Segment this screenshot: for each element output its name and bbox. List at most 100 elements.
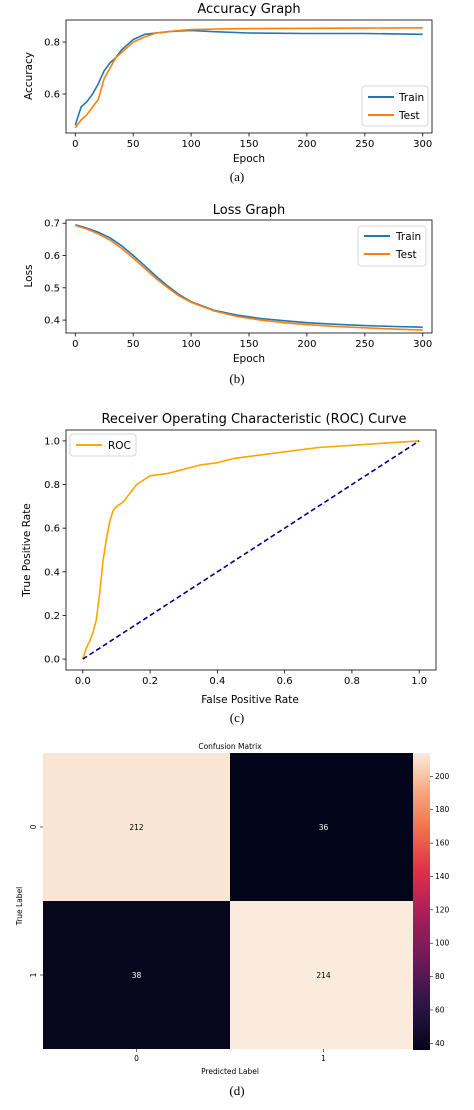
roc-legend-label: ROC	[108, 440, 131, 452]
caption-a: (a)	[230, 169, 244, 184]
cm-cell-value: 36	[319, 823, 329, 832]
accuracy-x-tick-label: 0	[72, 139, 78, 150]
loss-title: Loss Graph	[213, 203, 286, 218]
cm-colorbar-tick-label: 180	[435, 805, 450, 814]
loss-x-tick-label: 100	[182, 339, 201, 350]
loss-y-tick-label: 0.4	[44, 316, 60, 327]
cm-x-tick-label: 1	[321, 1054, 326, 1063]
cm-colorbar-tick-label: 60	[435, 1005, 445, 1014]
roc-title: Receiver Operating Characteristic (ROC) …	[101, 412, 406, 427]
accuracy-y-ticks: 0.6 0.8	[44, 38, 66, 101]
accuracy-legend-train: Train	[398, 92, 424, 104]
loss-x-tick-label: 50	[127, 339, 140, 350]
loss-y-tick-label: 0.7	[44, 219, 60, 230]
accuracy-y-label: Accuracy	[23, 52, 35, 100]
accuracy-legend: Train Test	[361, 85, 429, 127]
roc-x-ticks: 0.0 0.2 0.4 0.6 0.8 1.0	[75, 670, 427, 687]
accuracy-x-tick-label: 300	[413, 139, 432, 150]
accuracy-y-tick-label: 0.8	[44, 38, 60, 49]
cm-colorbar-tick-label: 160	[435, 839, 450, 848]
loss-series-test-line	[75, 224, 423, 331]
loss-x-ticks: 0 50 100 150 200 250 300	[72, 333, 432, 350]
caption-b: (b)	[229, 371, 244, 386]
accuracy-lines	[74, 27, 423, 129]
accuracy-x-tick-label: 50	[127, 139, 140, 150]
loss-x-tick-label: 250	[355, 339, 374, 350]
panel-roc: Receiver Operating Characteristic (ROC) …	[21, 412, 437, 725]
roc-x-tick-label: 0.8	[344, 676, 360, 687]
roc-x-tick-label: 0.6	[277, 676, 293, 687]
panel-loss: Loss Graph 0 50 100 150 200 250 300 0.40.50.60…	[23, 203, 433, 386]
cm-y-label: True Label	[15, 887, 24, 927]
roc-legend: ROC	[69, 433, 137, 457]
cm-x-tick-label: 0	[134, 1054, 139, 1063]
roc-series-diagonal-line	[82, 440, 420, 660]
cm-cell-value: 38	[132, 971, 142, 980]
accuracy-series-train-line	[74, 29, 423, 126]
cm-colorbar-tick-label: 140	[435, 872, 450, 881]
roc-y-tick-label: 1.0	[44, 436, 60, 447]
cm-cells: 212 36 38 214 0 1 0 1	[29, 753, 417, 1063]
cm-cell	[230, 753, 417, 901]
loss-y-tick-label: 0.6	[44, 251, 60, 262]
accuracy-x-tick-label: 150	[239, 139, 258, 150]
cm-cell-value: 212	[129, 823, 144, 832]
cm-colorbar-tick-label: 120	[435, 905, 450, 914]
cm-cell	[43, 753, 230, 901]
loss-y-tick-label: 0.5	[44, 283, 60, 294]
roc-y-label: True Positive Rate	[21, 503, 33, 598]
loss-legend: Train Test	[357, 225, 427, 267]
loss-x-label: Epoch	[233, 353, 265, 365]
accuracy-title: Accuracy Graph	[197, 2, 300, 17]
roc-y-tick-label: 0.4	[44, 567, 60, 578]
loss-x-tick-label: 200	[297, 339, 316, 350]
cm-x-label: Predicted Label	[201, 1067, 259, 1076]
cm-cell	[43, 901, 230, 1049]
cm-colorbar-tick-label: 80	[435, 972, 445, 981]
panel-confusion: Confusion Matrix 212 36 38 214 0 1 0 1 Predicte…	[15, 742, 450, 1098]
cm-y-tick-label: 1	[29, 972, 38, 977]
roc-x-tick-label: 1.0	[411, 676, 427, 687]
loss-series-train-line	[75, 224, 423, 328]
cm-colorbar-tick-label: 40	[435, 1039, 445, 1048]
roc-y-tick-label: 0.0	[44, 655, 60, 666]
caption-c: (c)	[230, 710, 244, 725]
cm-cell-value: 214	[316, 971, 331, 980]
accuracy-series-test-line	[74, 27, 423, 129]
roc-x-tick-label: 0.0	[75, 676, 91, 687]
roc-y-tick-label: 0.6	[44, 524, 60, 535]
accuracy-x-tick-label: 100	[182, 139, 201, 150]
cm-colorbar-ticks: 40 60 80 100 120 140 160 180 200	[430, 772, 450, 1048]
accuracy-x-tick-label: 250	[355, 139, 374, 150]
loss-legend-train: Train	[395, 231, 421, 243]
loss-x-tick-label: 150	[239, 339, 258, 350]
roc-x-tick-label: 0.2	[142, 676, 158, 687]
accuracy-legend-test: Test	[398, 110, 420, 122]
roc-x-tick-label: 0.4	[209, 676, 225, 687]
cm-colorbar-tick-label: 200	[435, 772, 450, 781]
loss-lines	[75, 224, 423, 331]
cm-colorbar-tick-label: 100	[435, 939, 450, 948]
loss-legend-test: Test	[395, 249, 417, 261]
roc-x-label: False Positive Rate	[201, 694, 299, 706]
panel-accuracy: Accuracy Graph 0 50 100 150 200 250 300 0.6 0.8…	[23, 2, 433, 184]
roc-y-tick-label: 0.8	[44, 480, 60, 491]
accuracy-y-tick-label: 0.6	[44, 90, 60, 101]
loss-x-tick-label: 0	[72, 339, 78, 350]
loss-y-ticks: 0.4 0.5 0.6 0.7	[44, 219, 66, 327]
accuracy-x-label: Epoch	[233, 153, 265, 165]
cm-cell	[230, 901, 417, 1049]
roc-series-roc-line	[82, 440, 420, 660]
roc-y-ticks: 0.0 0.2 0.4 0.6 0.8 1.0	[44, 436, 66, 666]
accuracy-x-ticks: 0 50 100 150 200 250 300	[72, 133, 432, 150]
loss-x-tick-label: 300	[413, 339, 432, 350]
cm-y-tick-label: 0	[29, 824, 38, 829]
accuracy-x-tick-label: 200	[297, 139, 316, 150]
roc-y-tick-label: 0.2	[44, 611, 60, 622]
roc-lines	[82, 440, 420, 660]
caption-d: (d)	[229, 1083, 244, 1098]
cm-colorbar	[413, 753, 430, 1050]
roc-plot-frame	[65, 429, 437, 671]
cm-title: Confusion Matrix	[198, 742, 262, 751]
